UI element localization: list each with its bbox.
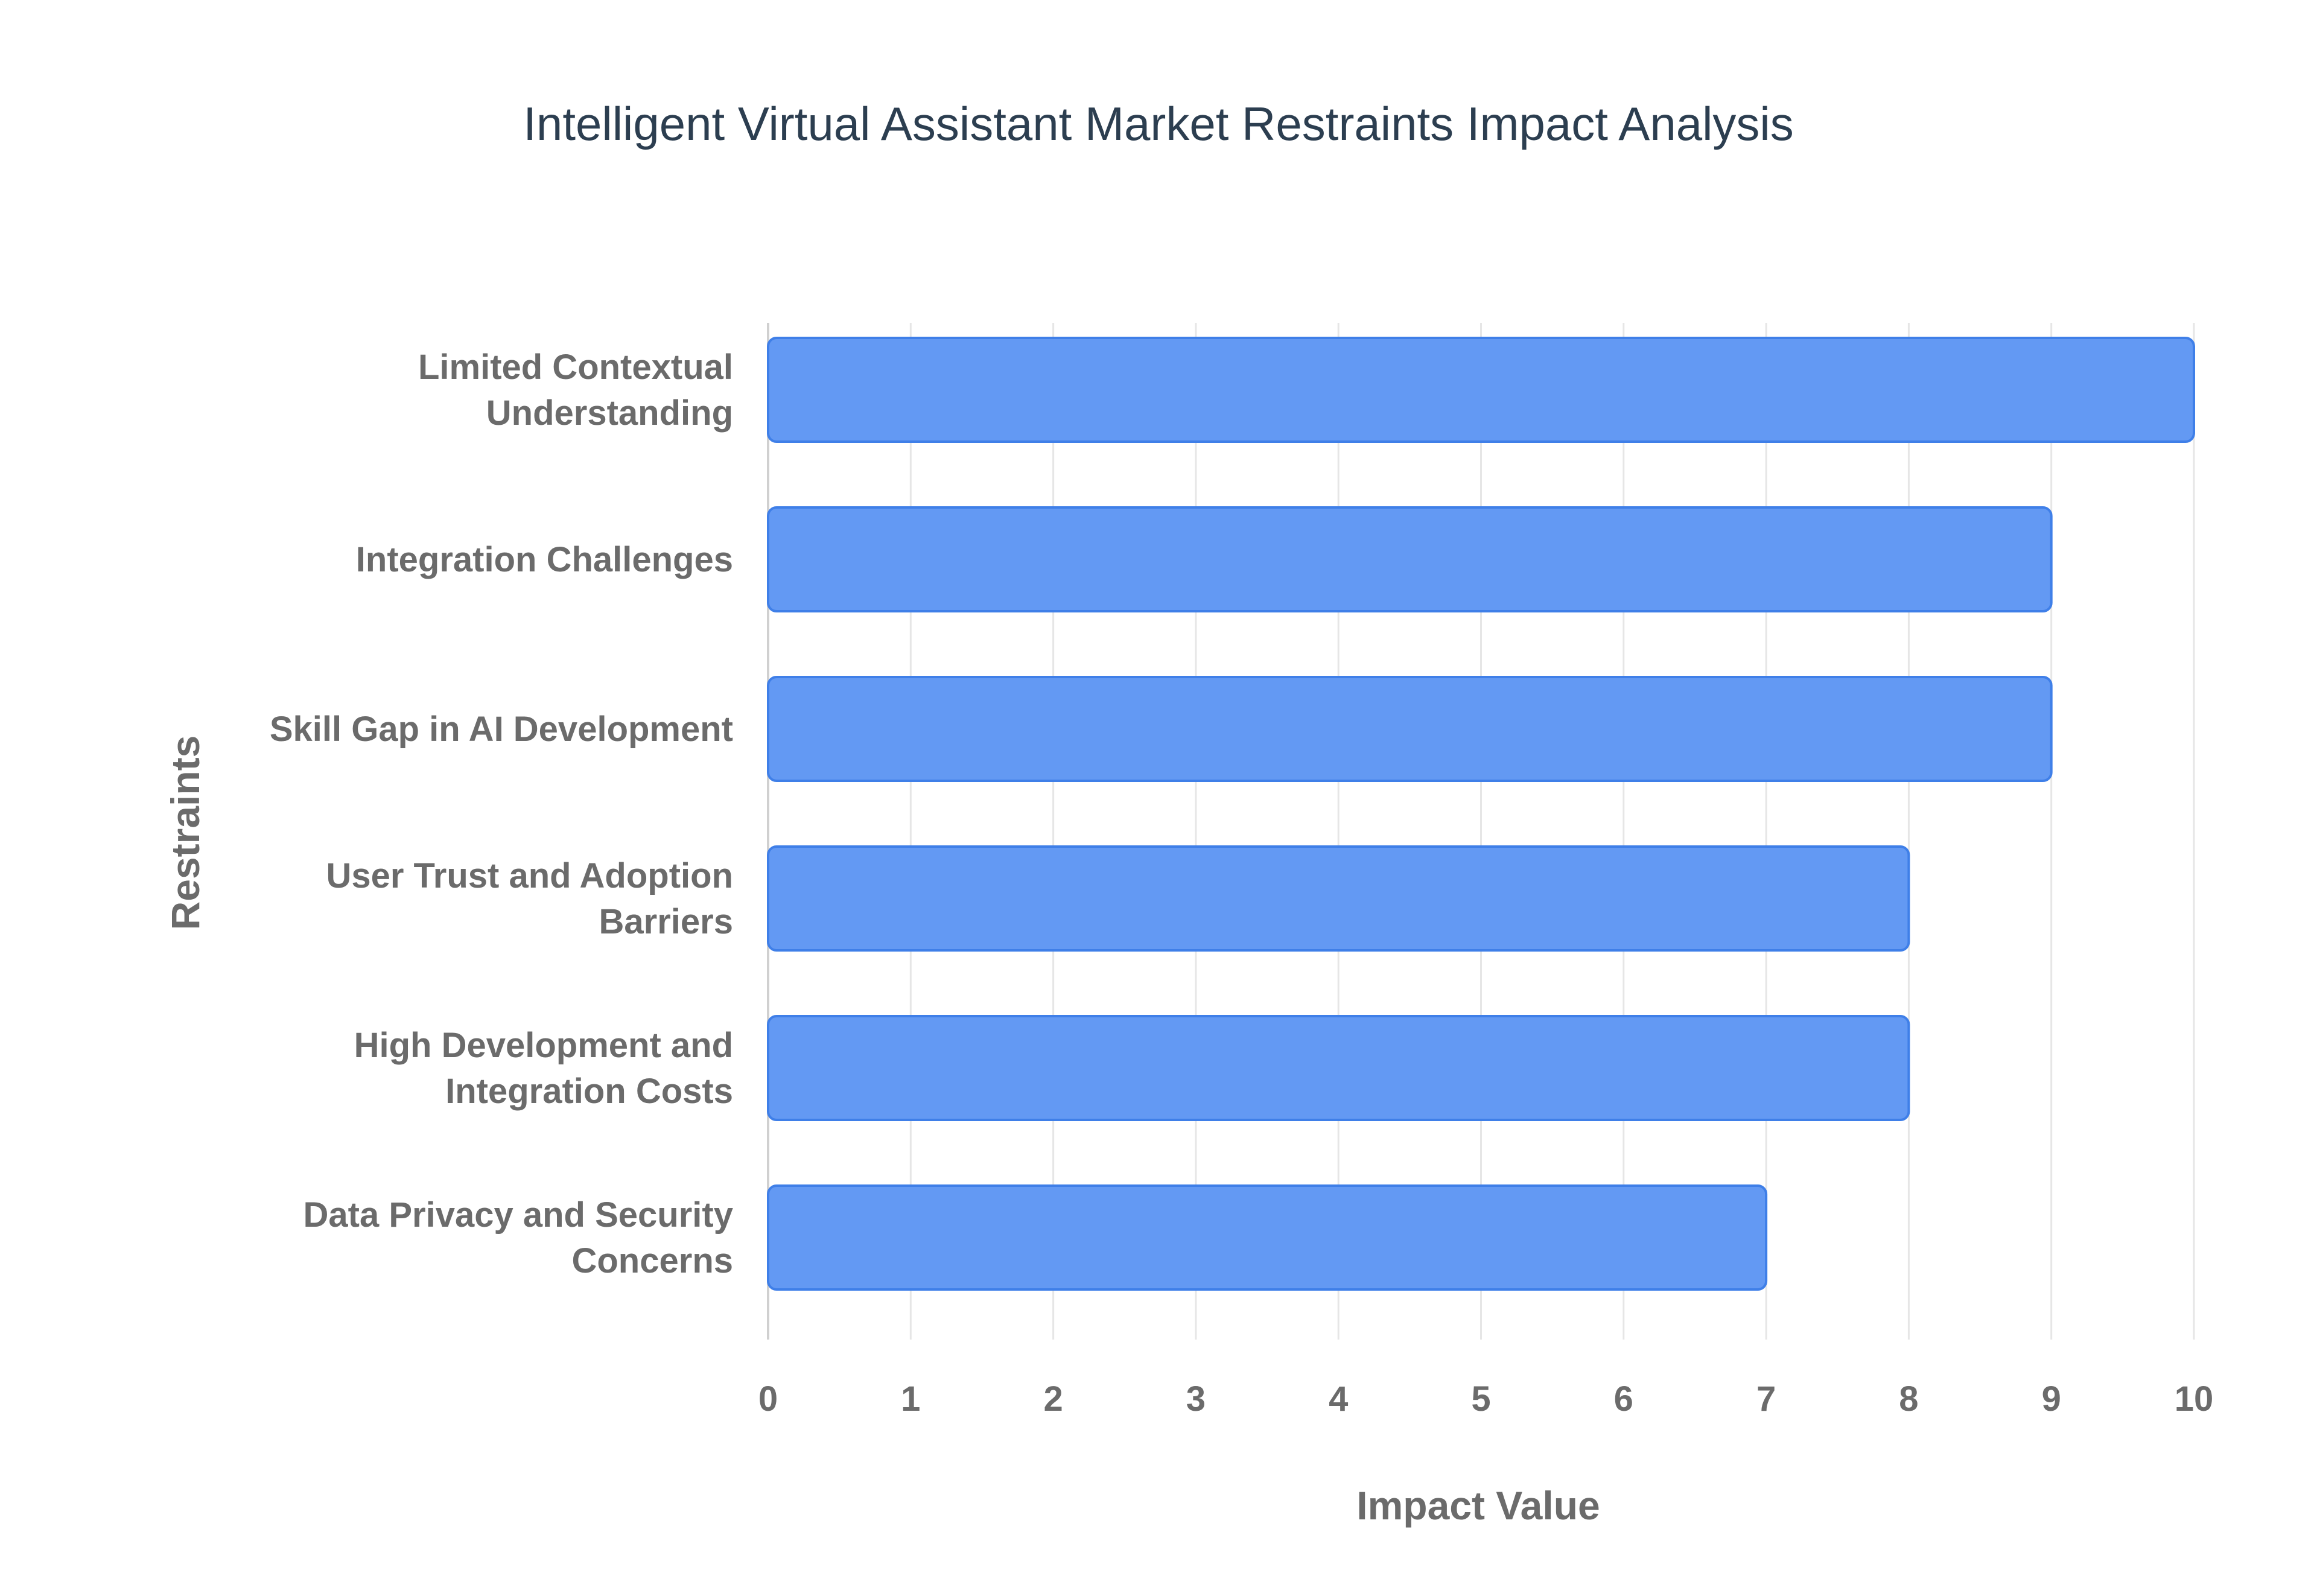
y-tick-label-line: Understanding (486, 393, 733, 433)
y-tick-label-line: Concerns (571, 1241, 733, 1280)
y-tick-label-5: Data Privacy and Security Concerns (304, 1195, 733, 1280)
chart-title: Intelligent Virtual Assistant Market Res… (523, 97, 1793, 150)
x-tick-label-3: 3 (1186, 1379, 1206, 1419)
x-tick-label-5: 5 (1471, 1379, 1490, 1419)
x-tick-label-4: 4 (1329, 1379, 1348, 1419)
y-tick-labels: Limited Contextual Understanding Integrati… (270, 348, 733, 1280)
y-tick-label-3: User Trust and Adoption Barriers (326, 856, 733, 941)
x-tick-label-2: 2 (1043, 1379, 1063, 1419)
y-tick-label-line: Skill Gap in AI Development (270, 710, 733, 749)
y-tick-label-1: Integration Challenges (356, 540, 733, 579)
y-tick-label-line: Barriers (599, 902, 733, 941)
y-tick-label-line: User Trust and Adoption (326, 856, 733, 895)
bar-layer (767, 337, 2195, 1291)
bar-2 (767, 676, 2053, 782)
bar-4 (767, 1015, 1910, 1121)
y-tick-label-2: Skill Gap in AI Development (270, 710, 733, 749)
y-tick-label-line: Limited Contextual (418, 348, 733, 387)
bar-1 (767, 506, 2053, 612)
bar-3 (767, 845, 1910, 952)
x-tick-labels: 0 1 2 3 4 5 6 7 8 9 10 (758, 1379, 2213, 1419)
x-tick-label-0: 0 (758, 1379, 778, 1419)
grid-layer (767, 323, 2195, 1340)
y-tick-label-line: Integration Costs (445, 1072, 733, 1111)
y-tick-label-0: Limited Contextual Understanding (418, 348, 733, 433)
x-axis-title: Impact Value (1356, 1483, 1600, 1528)
y-tick-label-line: Data Privacy and Security (304, 1195, 733, 1235)
x-tick-label-6: 6 (1614, 1379, 1633, 1419)
bar-5 (767, 1184, 1768, 1291)
x-tick-label-7: 7 (1756, 1379, 1776, 1419)
y-tick-label-line: Integration Challenges (356, 540, 733, 579)
y-tick-label-4: High Development and Integration Costs (354, 1026, 733, 1111)
x-tick-label-10: 10 (2175, 1379, 2214, 1419)
y-tick-label-line: High Development and (354, 1026, 733, 1065)
x-tick-label-9: 9 (2042, 1379, 2061, 1419)
y-axis-title: Restraints (163, 736, 208, 930)
bar-0 (767, 337, 2195, 443)
x-tick-label-1: 1 (901, 1379, 920, 1419)
x-tick-label-8: 8 (1899, 1379, 1918, 1419)
